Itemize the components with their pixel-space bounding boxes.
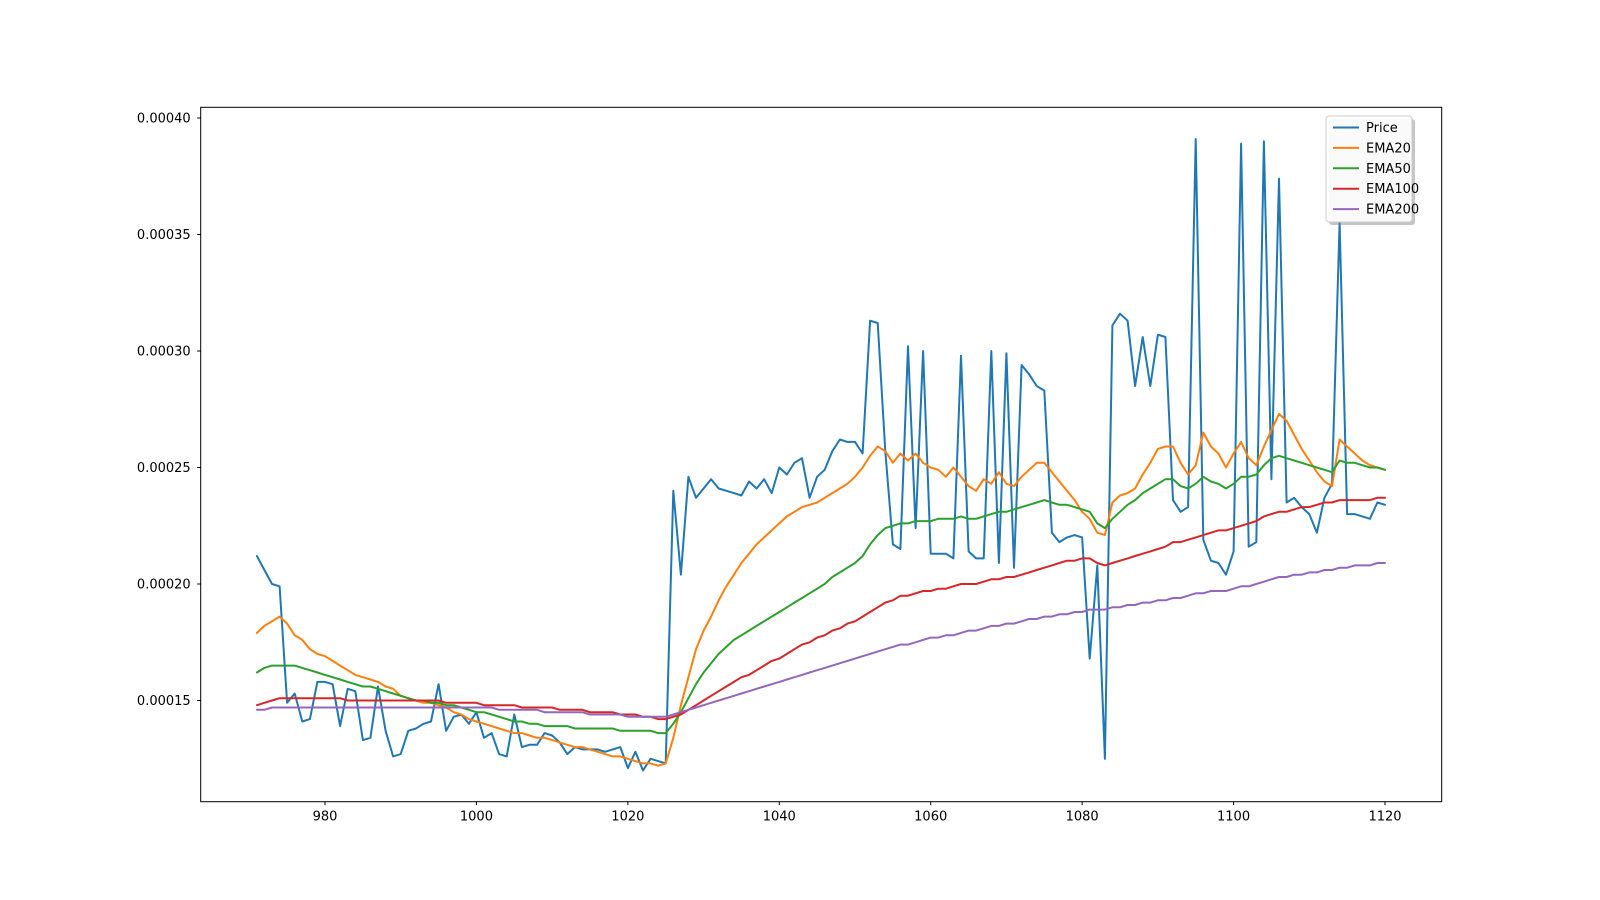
axes-spines xyxy=(200,106,1443,803)
legend-box xyxy=(1325,115,1413,223)
x-tick-label: 1020 xyxy=(611,810,644,825)
ema200-line xyxy=(255,562,1386,718)
x-tick-label: 1120 xyxy=(1368,810,1401,825)
ema50-line xyxy=(255,454,1386,735)
x-tick-label: 1000 xyxy=(460,810,493,825)
legend-label-ema200: EMA200 xyxy=(1366,203,1419,218)
x-tick-label: 980 xyxy=(313,810,338,825)
y-tick-label: 0.00035 xyxy=(137,228,191,243)
y-tick-label: 0.00020 xyxy=(137,578,191,593)
price-line xyxy=(255,138,1386,772)
legend-label-ema20: EMA20 xyxy=(1366,141,1411,156)
y-tick-label: 0.00015 xyxy=(137,694,191,709)
y-tick-label: 0.00030 xyxy=(137,345,191,360)
legend-label-price: Price xyxy=(1366,121,1398,136)
x-tick-label: 1060 xyxy=(914,810,947,825)
ema100-line xyxy=(255,496,1386,721)
legend-label-ema100: EMA100 xyxy=(1366,182,1419,197)
x-tick-label: 1080 xyxy=(1066,810,1099,825)
legend-label-ema50: EMA50 xyxy=(1366,162,1411,177)
y-tick-label: 0.00025 xyxy=(137,461,191,476)
x-tick-label: 1100 xyxy=(1217,810,1250,825)
x-tick-label: 1040 xyxy=(763,810,796,825)
y-tick-label: 0.00040 xyxy=(137,112,191,127)
